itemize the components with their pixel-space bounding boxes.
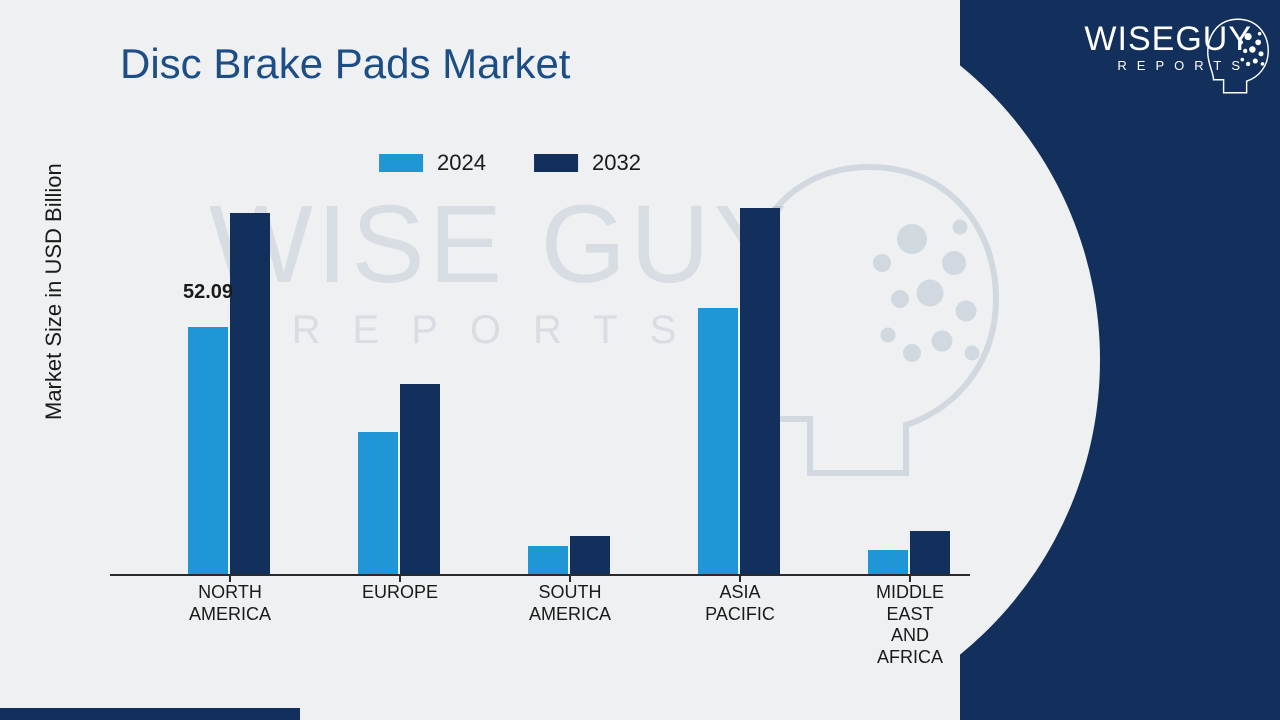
- x-tick: [739, 574, 741, 582]
- legend-label-2024: 2024: [437, 150, 486, 176]
- x-tick: [399, 574, 401, 582]
- legend-swatch-2024: [379, 154, 423, 172]
- x-tick: [909, 574, 911, 582]
- category-label: SOUTHAMERICA: [500, 582, 640, 625]
- brand-line2: REPORTS: [1084, 58, 1252, 73]
- bar-2024: [698, 308, 738, 574]
- stage: WISEGUY REPORTS Disc Brake Pads Market W…: [0, 0, 1280, 720]
- category-label: NORTHAMERICA: [160, 582, 300, 625]
- chart-title: Disc Brake Pads Market: [120, 40, 570, 88]
- bar-2024: [868, 550, 908, 574]
- legend-item-2032: 2032: [534, 150, 641, 176]
- bar-value-label: 52.09: [183, 281, 233, 304]
- brand-block: WISEGUY REPORTS: [1084, 22, 1252, 73]
- bar-2024: [358, 432, 398, 575]
- category-label: ASIAPACIFIC: [670, 582, 810, 625]
- x-tick: [229, 574, 231, 582]
- brand-line1: WISEGUY: [1084, 22, 1252, 56]
- legend-label-2032: 2032: [592, 150, 641, 176]
- bar-chart: Market Size in USD Billion 2024 2032 52.…: [50, 150, 970, 690]
- bar-2032: [910, 531, 950, 574]
- bar-2024: [528, 546, 568, 575]
- bar-2032: [230, 213, 270, 574]
- plot-area: 52.09: [110, 196, 970, 576]
- bar-2032: [400, 384, 440, 574]
- bar-2024: [188, 327, 228, 574]
- bar-2032: [570, 536, 610, 574]
- brand-wise: WISE: [1084, 20, 1175, 58]
- legend: 2024 2032: [379, 150, 641, 176]
- category-label: EUROPE: [330, 582, 470, 604]
- bottom-accent-bar: [0, 708, 300, 720]
- category-label: MIDDLEEASTANDAFRICA: [840, 582, 980, 668]
- x-tick: [569, 574, 571, 582]
- legend-item-2024: 2024: [379, 150, 486, 176]
- y-axis-label: Market Size in USD Billion: [41, 163, 67, 420]
- brand-guy: GUY: [1175, 20, 1252, 58]
- bar-2032: [740, 208, 780, 574]
- legend-swatch-2032: [534, 154, 578, 172]
